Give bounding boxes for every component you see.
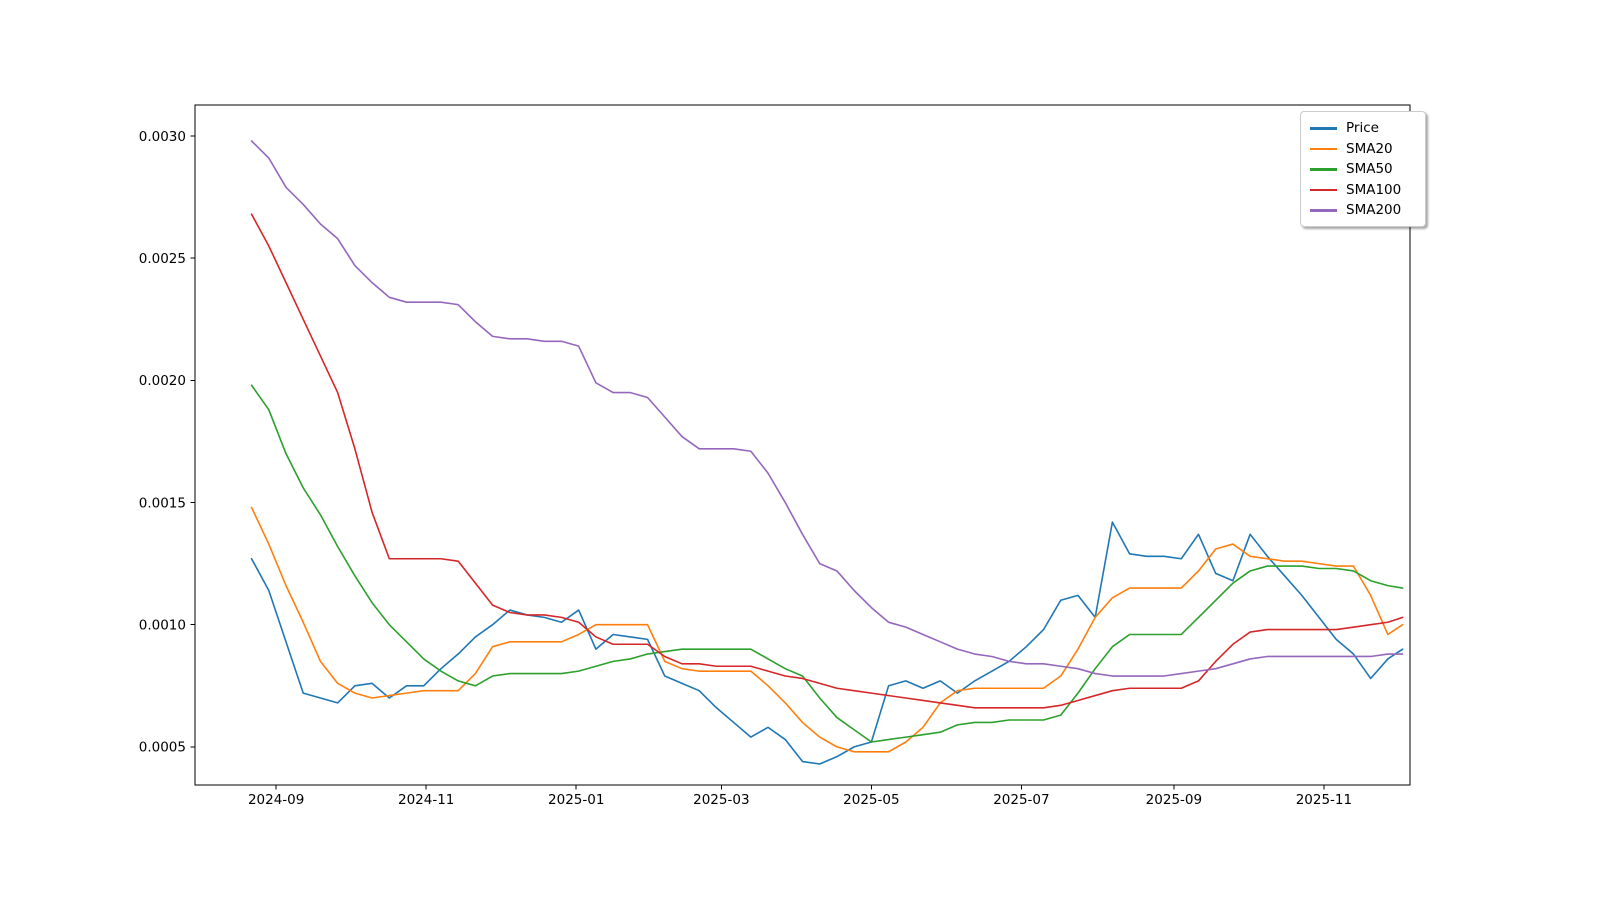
- legend-label: SMA50: [1346, 161, 1393, 178]
- legend-label: SMA200: [1346, 202, 1402, 219]
- x-axis-tick-label: 2025-09: [1146, 792, 1202, 808]
- series-line-sma100: [250, 213, 1404, 709]
- x-axis-tick-label: 2024-11: [398, 792, 454, 808]
- legend-line-swatch-sma100: [1310, 188, 1337, 191]
- legend-line-swatch-sma200: [1310, 209, 1337, 212]
- y-axis-tick-label: 0.0005: [139, 740, 186, 756]
- legend-item-sma100: SMA100: [1310, 180, 1416, 201]
- x-axis-tick-label: 2025-07: [993, 792, 1049, 808]
- x-axis-tick-label: 2025-11: [1296, 792, 1352, 808]
- x-axis-tick-label: 2024-09: [248, 792, 304, 808]
- legend-line-swatch-sma20: [1310, 147, 1337, 150]
- y-axis-tick-label: 0.0010: [139, 617, 186, 633]
- plot-area: [194, 104, 1411, 786]
- y-axis-tick-label: 0.0025: [139, 251, 186, 267]
- series-line-sma20: [250, 506, 1404, 753]
- x-axis-tick-label: 2025-01: [548, 792, 604, 808]
- legend-box: Price SMA20 SMA50 SMA100 SMA200: [1300, 111, 1426, 227]
- legend-item-sma200: SMA200: [1310, 200, 1416, 221]
- legend-label: Price: [1346, 120, 1379, 137]
- y-axis-tick-label: 0.0020: [139, 373, 186, 389]
- legend-item-sma50: SMA50: [1310, 159, 1416, 180]
- legend-label: SMA100: [1346, 181, 1402, 198]
- legend-line-swatch-sma50: [1310, 168, 1337, 171]
- legend-item-sma20: SMA20: [1310, 139, 1416, 160]
- series-line-sma200: [250, 140, 1404, 677]
- x-axis-tick-label: 2025-05: [843, 792, 899, 808]
- y-axis-tick-label: 0.0015: [139, 495, 186, 511]
- x-axis-tick-label: 2025-03: [693, 792, 749, 808]
- legend-line-swatch-price: [1310, 127, 1337, 130]
- legend-label: SMA20: [1346, 140, 1393, 157]
- series-line-price: [250, 521, 1404, 765]
- legend-item-price: Price: [1310, 118, 1416, 139]
- y-axis-tick-label: 0.0030: [139, 129, 186, 145]
- series-line-sma50: [250, 384, 1404, 743]
